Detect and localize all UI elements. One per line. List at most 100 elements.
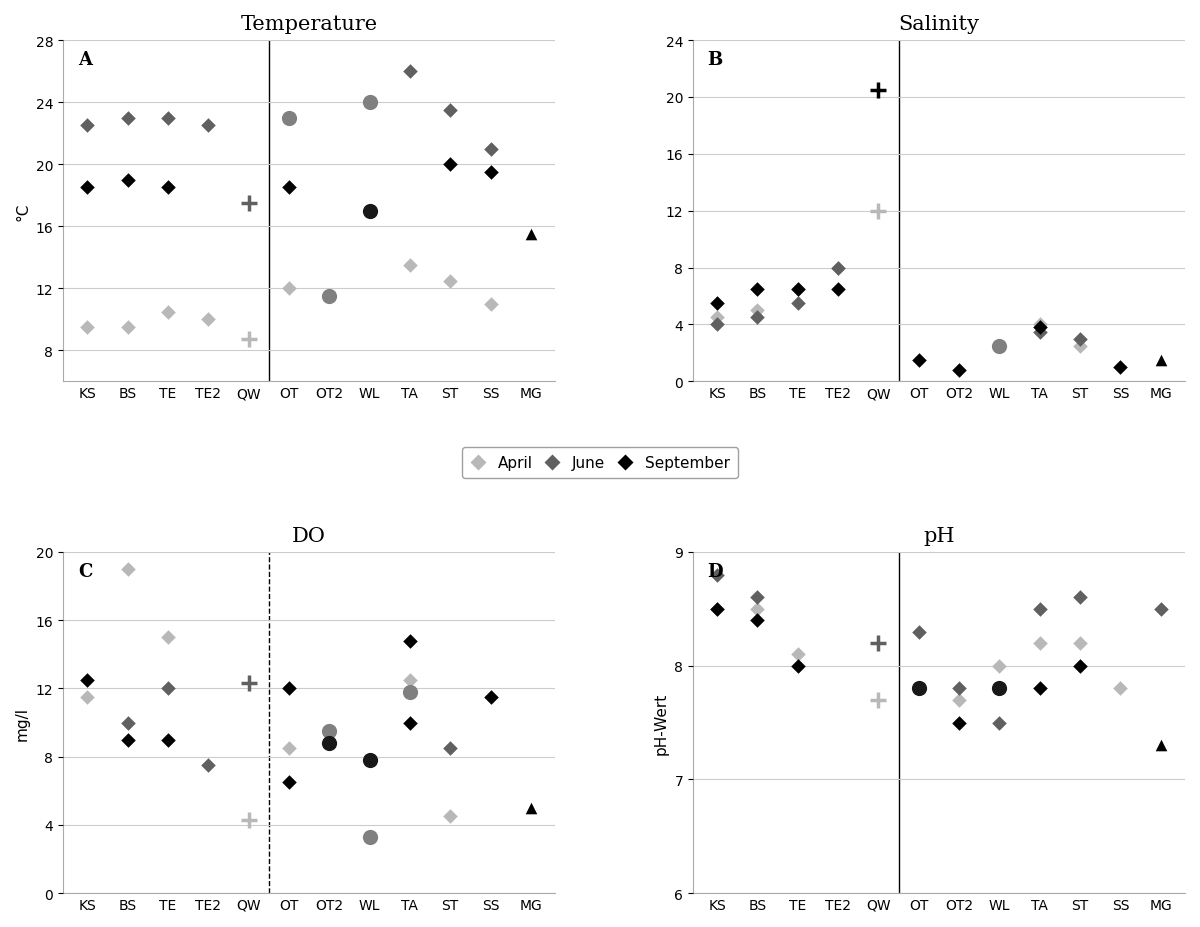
Title: DO: DO [292, 527, 326, 545]
Point [869, 83, 888, 98]
Point [748, 613, 767, 628]
Point [788, 297, 808, 311]
Y-axis label: °C: °C [16, 202, 30, 221]
Y-axis label: pH-Wert: pH-Wert [654, 692, 668, 754]
Point [280, 681, 299, 696]
Legend: April, June, September: April, June, September [462, 448, 738, 478]
Point [360, 204, 379, 219]
Point [828, 282, 847, 297]
Point [788, 282, 808, 297]
Point [319, 736, 338, 751]
Point [1111, 361, 1130, 375]
Point [990, 339, 1009, 354]
Point [990, 681, 1009, 696]
Point [158, 681, 178, 696]
Point [280, 741, 299, 756]
Point [708, 318, 727, 333]
Point [1030, 324, 1049, 339]
Point [360, 95, 379, 110]
Point [199, 758, 218, 773]
Point [1030, 321, 1049, 336]
Point [158, 732, 178, 747]
Title: Temperature: Temperature [240, 15, 378, 34]
Point [239, 333, 258, 348]
Point [118, 111, 137, 126]
Point [708, 567, 727, 582]
Point [401, 259, 420, 273]
Point [708, 602, 727, 616]
Point [440, 158, 460, 172]
Point [239, 676, 258, 691]
Point [708, 297, 727, 311]
Point [360, 753, 379, 768]
Point [1070, 636, 1090, 651]
Point [481, 142, 500, 157]
Point [481, 690, 500, 705]
Point [481, 297, 500, 311]
Text: D: D [708, 563, 724, 580]
Point [280, 111, 299, 126]
Point [280, 775, 299, 790]
Point [788, 658, 808, 673]
Point [280, 111, 299, 126]
Point [1111, 681, 1130, 696]
Point [280, 181, 299, 196]
Point [239, 197, 258, 211]
Point [788, 282, 808, 297]
Point [1070, 590, 1090, 605]
Point [949, 681, 968, 696]
Point [990, 339, 1009, 354]
Point [708, 311, 727, 325]
Point [401, 65, 420, 80]
Point [1030, 602, 1049, 616]
Point [118, 716, 137, 730]
Point [440, 809, 460, 824]
Point [78, 119, 97, 133]
Point [78, 673, 97, 688]
Y-axis label: mg/l: mg/l [16, 705, 30, 740]
Point [1151, 738, 1170, 753]
Point [118, 320, 137, 335]
Point [239, 812, 258, 827]
Point [748, 602, 767, 616]
Point [158, 111, 178, 126]
Point [401, 716, 420, 730]
Point [440, 273, 460, 288]
Point [1030, 681, 1049, 696]
Point [118, 173, 137, 188]
Point [869, 204, 888, 219]
Point [401, 633, 420, 648]
Point [440, 741, 460, 756]
Point [1030, 318, 1049, 333]
Point [118, 562, 137, 577]
Point [748, 311, 767, 325]
Point [1070, 658, 1090, 673]
Point [748, 590, 767, 605]
Title: Salinity: Salinity [899, 15, 979, 34]
Point [748, 303, 767, 318]
Point [319, 724, 338, 739]
Point [78, 320, 97, 335]
Text: C: C [78, 563, 92, 580]
Point [910, 625, 929, 640]
Point [440, 104, 460, 119]
Title: pH: pH [923, 527, 955, 545]
Point [788, 647, 808, 662]
Point [708, 602, 727, 616]
Point [748, 282, 767, 297]
Point [949, 716, 968, 730]
Point [199, 119, 218, 133]
Point [360, 830, 379, 844]
Point [158, 181, 178, 196]
Point [78, 181, 97, 196]
Point [949, 363, 968, 378]
Point [1070, 339, 1090, 354]
Point [521, 801, 540, 816]
Point [910, 681, 929, 696]
Point [910, 353, 929, 368]
Point [521, 227, 540, 242]
Point [1070, 332, 1090, 347]
Point [828, 260, 847, 275]
Point [949, 692, 968, 707]
Point [869, 636, 888, 651]
